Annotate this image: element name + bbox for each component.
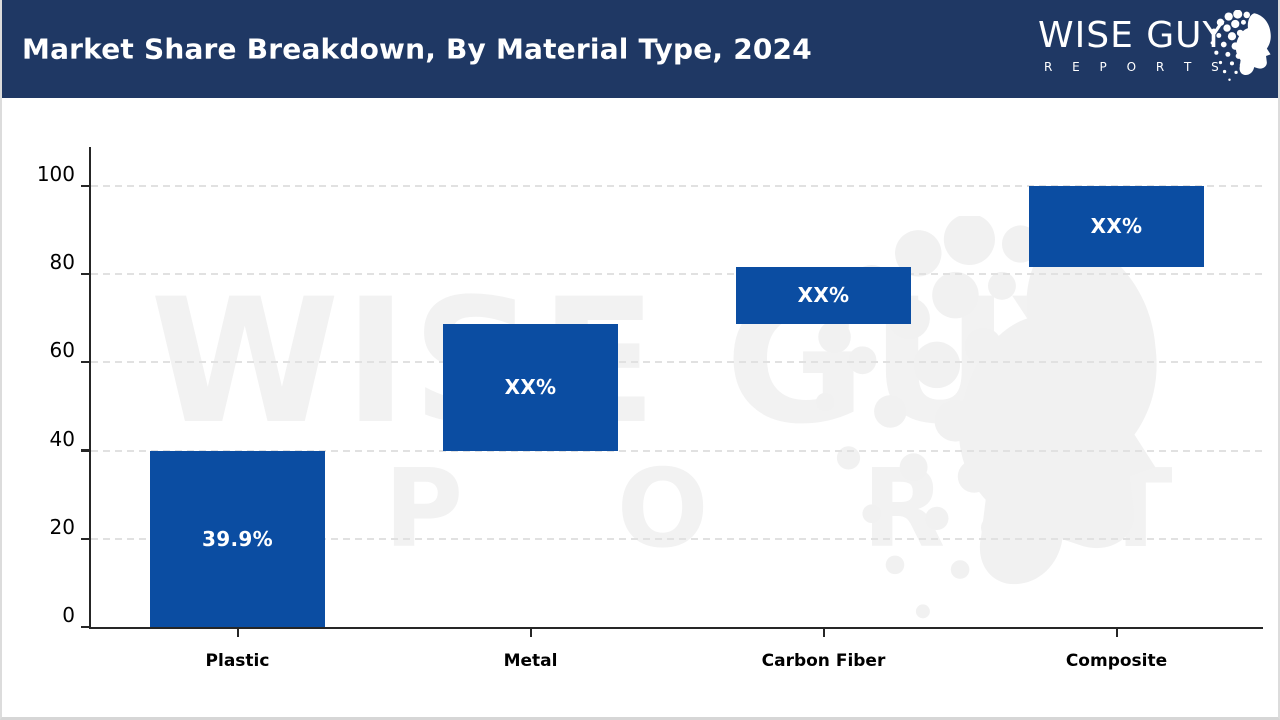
bar-metal: XX%: [442, 323, 619, 451]
y-tick-label: 40: [49, 426, 75, 451]
chart-area: WISE GUY P O R T S 02040608010039.9%Plas…: [2, 98, 1278, 717]
gridline: [91, 537, 1263, 540]
x-tick-label: Metal: [503, 651, 558, 671]
x-axis-line: [89, 626, 1263, 629]
x-tick-mark: [529, 629, 532, 637]
logo-subtitle: R E P O R T S: [1044, 60, 1227, 74]
x-tick-label: Carbon Fiber: [761, 651, 886, 671]
y-tick-label: 60: [49, 338, 75, 363]
y-tick-mark: [81, 272, 91, 276]
chart-title: Market Share Breakdown, By Material Type…: [22, 32, 812, 66]
x-tick-label: Plastic: [205, 651, 270, 671]
x-tick-label: Composite: [1065, 651, 1168, 671]
logo-head-profile-icon: [1210, 10, 1271, 82]
y-tick-mark: [81, 184, 91, 187]
bar-value-label: 39.9%: [202, 527, 273, 551]
gridline: [91, 449, 1263, 452]
bar-value-label: XX%: [504, 375, 557, 400]
y-tick-label: 0: [62, 603, 75, 627]
x-tick-mark: [822, 629, 825, 637]
bar-carbon-fiber: XX%: [735, 267, 912, 324]
logo-wordmark: WISE GUY: [1038, 15, 1226, 56]
y-tick-mark: [81, 537, 91, 540]
bar-composite: XX%: [1028, 185, 1205, 268]
gridline: [91, 273, 1263, 276]
bar-value-label: XX%: [1090, 214, 1143, 239]
y-tick-label: 80: [49, 250, 75, 275]
y-tick-label: 20: [49, 514, 75, 539]
y-tick-label: 100: [36, 161, 75, 186]
bar-plastic: 39.9%: [149, 451, 326, 627]
y-axis-line: [89, 147, 92, 629]
wise-guy-logo: WISE GUY R E P O R T S: [1010, 8, 1272, 90]
header-bar: Market Share Breakdown, By Material Type…: [2, 0, 1278, 98]
gridline: [91, 184, 1263, 187]
y-tick-mark: [81, 449, 91, 452]
gridline: [91, 361, 1263, 364]
y-tick-mark: [81, 361, 91, 364]
x-tick-mark: [236, 629, 239, 637]
x-tick-mark: [1115, 629, 1118, 637]
bar-value-label: XX%: [797, 283, 850, 308]
plot-area: 0 20 40 60 80 100 39.9% Plastic XX% Metal XX% Carbo…: [37, 147, 1263, 671]
y-tick-mark: [81, 625, 91, 628]
